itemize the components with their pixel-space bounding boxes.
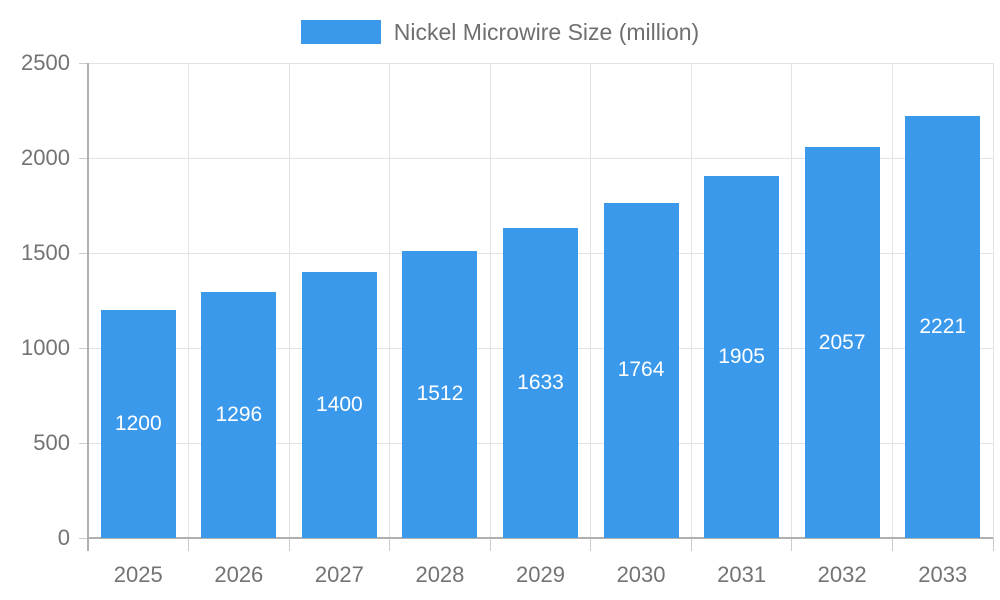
y-axis-tick <box>79 537 88 539</box>
bar[interactable]: 1400 <box>301 272 377 538</box>
y-gridline <box>88 62 993 64</box>
bar[interactable]: 1764 <box>603 202 679 538</box>
chart-legend[interactable]: Nickel Microwire Size (million) <box>0 19 1000 45</box>
x-gridline <box>791 63 793 538</box>
y-tick-label: 1500 <box>21 240 70 265</box>
x-gridline <box>690 63 692 538</box>
y-gridline <box>88 157 993 159</box>
legend-swatch[interactable] <box>300 20 381 44</box>
bar-value-label: 1400 <box>316 393 363 416</box>
bar-value-label: 1200 <box>114 412 162 435</box>
x-axis-tick <box>891 538 893 551</box>
bar[interactable]: 2057 <box>804 147 880 538</box>
x-gridline <box>489 63 491 538</box>
x-axis-line <box>88 537 993 539</box>
x-gridline <box>590 63 592 538</box>
bar[interactable]: 1296 <box>201 291 277 538</box>
y-axis-line <box>87 63 89 551</box>
bar[interactable]: 1633 <box>503 227 578 538</box>
y-axis-tick <box>79 62 88 64</box>
x-tick-label: 2029 <box>516 562 565 587</box>
x-tick-label: 2030 <box>616 562 666 587</box>
y-tick-label: 2000 <box>21 145 70 170</box>
x-gridline <box>992 63 994 538</box>
x-tick-label: 2025 <box>113 562 163 587</box>
y-tick-label: 0 <box>57 525 70 550</box>
bar-value-label: 1512 <box>416 382 464 406</box>
x-gridline <box>891 63 893 538</box>
x-tick-label: 2026 <box>214 562 264 587</box>
bar[interactable]: 1905 <box>704 176 780 538</box>
x-axis-tick <box>992 538 994 551</box>
y-axis-tick <box>79 442 88 444</box>
x-tick-label: 2027 <box>314 562 364 587</box>
bar[interactable]: 1512 <box>402 250 478 538</box>
x-axis-tick <box>188 538 190 551</box>
y-tick-label: 1000 <box>21 335 70 360</box>
x-tick-label: 2028 <box>415 562 465 587</box>
bar-value-label: 1633 <box>517 370 564 394</box>
bar-value-label: 1905 <box>718 345 765 369</box>
x-axis-tick <box>791 538 793 551</box>
y-tick-label: 2500 <box>21 50 70 75</box>
bar[interactable]: 1200 <box>100 310 176 538</box>
y-axis-tick <box>79 252 88 254</box>
x-tick-label: 2031 <box>717 562 767 587</box>
legend-label[interactable]: Nickel Microwire Size (million) <box>393 18 700 45</box>
x-tick-label: 2033 <box>918 562 968 587</box>
y-tick-label: 500 <box>33 430 70 455</box>
bar-value-label: 2221 <box>919 314 967 338</box>
y-axis-tick <box>79 347 88 349</box>
x-axis-tick <box>288 538 290 551</box>
x-gridline <box>288 63 290 538</box>
x-gridline <box>188 63 190 538</box>
bar[interactable]: 2221 <box>905 116 981 538</box>
y-axis-tick <box>79 157 88 159</box>
x-gridline <box>389 63 391 538</box>
bar-value-label: 2057 <box>818 330 866 354</box>
x-axis-tick <box>389 538 391 551</box>
x-tick-label: 2032 <box>817 562 867 587</box>
x-axis-tick <box>489 538 491 551</box>
bar-value-label: 1764 <box>617 358 665 382</box>
x-axis-tick <box>690 538 692 551</box>
bar-value-label: 1296 <box>215 402 263 426</box>
x-axis-tick <box>590 538 592 551</box>
